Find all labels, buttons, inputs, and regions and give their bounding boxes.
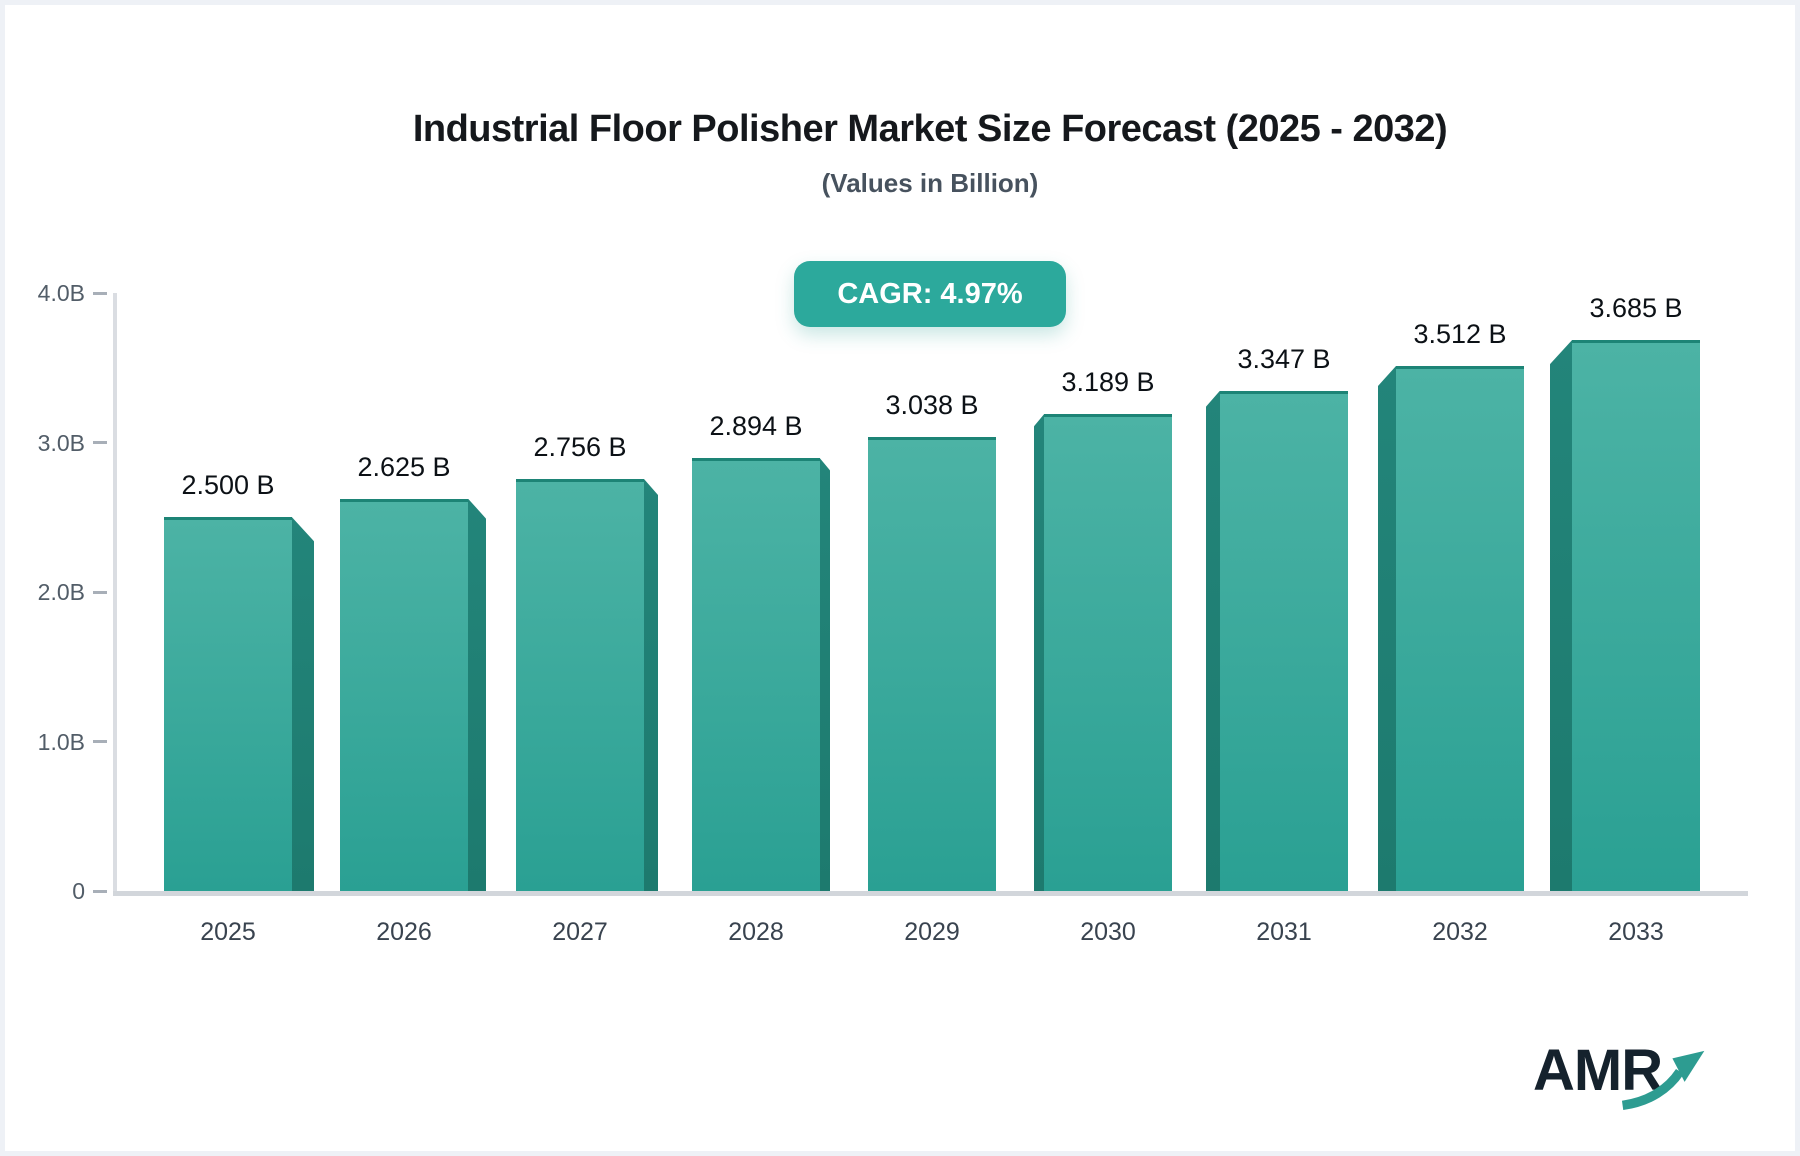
- bar-value-label: 3.685 B: [1589, 293, 1683, 324]
- bar-2025: [164, 517, 314, 891]
- bar-side-face: [292, 517, 314, 891]
- growth-arrow-icon: [1621, 1050, 1705, 1111]
- x-category-label: 2029: [904, 918, 960, 946]
- y-tick-label: 0: [72, 878, 85, 904]
- bars-container: 2.500 B 2025 2.625 B 2026 2.756 B 2027 2.894 B…: [140, 293, 1724, 946]
- x-category-label: 2031: [1256, 918, 1312, 946]
- x-category-label: 2026: [376, 918, 432, 946]
- amr-logo: AMR: [1533, 1037, 1723, 1117]
- x-category-label: 2027: [552, 918, 608, 946]
- bar-2028: [692, 458, 830, 891]
- bar-side-face: [1378, 365, 1396, 891]
- bar-value-label: 2.500 B: [181, 470, 275, 501]
- bar-slot-2025: 2.500 B 2025: [140, 293, 316, 946]
- bar-slot-2031: 3.347 B 2031: [1196, 293, 1372, 946]
- y-tick-label: 2.0B: [37, 579, 85, 605]
- bar-slot-2026: 2.625 B 2026: [316, 293, 492, 946]
- bar-side-face: [1550, 340, 1572, 891]
- bar-value-label: 3.347 B: [1237, 343, 1331, 374]
- bar-value-label: 2.625 B: [357, 451, 451, 482]
- bar-side-face: [468, 498, 486, 891]
- bar-front-face: [1220, 390, 1348, 891]
- bar-slot-2029: 3.038 B 2029: [844, 293, 1020, 946]
- chart-subtitle: (Values in Billion): [821, 168, 1039, 198]
- bar-2031: [1206, 390, 1348, 891]
- x-category-label: 2025: [200, 918, 256, 946]
- x-category-label: 2030: [1080, 918, 1136, 946]
- bar-2033: [1550, 340, 1700, 891]
- bar-side-face: [644, 478, 658, 891]
- y-tick-dash: [93, 590, 107, 594]
- bar-side-face: [1034, 414, 1044, 891]
- bar-value-label: 2.894 B: [709, 411, 803, 442]
- x-category-label: 2028: [728, 918, 784, 946]
- y-tick-dash: [93, 291, 107, 295]
- bar-front-face: [1396, 365, 1524, 891]
- x-category-label: 2032: [1432, 918, 1488, 946]
- bar-2029: [868, 436, 996, 891]
- bar-front-face: [1044, 414, 1172, 891]
- y-tick-dash: [93, 740, 107, 743]
- bar-slot-2032: 3.512 B 2032: [1372, 293, 1548, 946]
- cagr-badge-label: CAGR: 4.97%: [837, 277, 1023, 310]
- bar-slot-2033: 3.685 B 2033: [1548, 293, 1724, 946]
- bar-2032: [1378, 365, 1524, 891]
- bar-slot-2030: 3.189 B 2030: [1020, 293, 1196, 946]
- bar-value-label: 3.189 B: [1061, 367, 1155, 398]
- y-tick-label: 1.0B: [37, 728, 85, 755]
- bar-slot-2028: 2.894 B 2028: [668, 293, 844, 946]
- bar-front-face: [1572, 340, 1700, 891]
- cagr-badge: CAGR: 4.97%: [794, 261, 1066, 327]
- y-axis-line: [113, 293, 117, 891]
- bar-value-label: 3.038 B: [885, 389, 979, 420]
- bar-2026: [340, 498, 486, 891]
- bar-front-face: [692, 458, 820, 891]
- bar-value-label: 2.756 B: [533, 431, 627, 462]
- bar-2027: [516, 478, 658, 891]
- bar-front-face: [516, 478, 644, 891]
- plot-area: 4.0B 3.0B 2.0B 1.0B 0 2.500 B 2025 2.625 B 2026…: [38, 280, 1748, 946]
- bar-front-face: [164, 517, 292, 891]
- x-axis-line: [113, 891, 1748, 896]
- x-category-label: 2033: [1608, 918, 1664, 946]
- y-tick-label: 3.0B: [37, 429, 85, 456]
- amr-logo-text: AMR: [1533, 1038, 1663, 1103]
- bar-value-label: 3.512 B: [1413, 318, 1507, 349]
- bar-slot-2027: 2.756 B 2027: [492, 293, 668, 946]
- chart-title: Industrial Floor Polisher Market Size Fo…: [412, 108, 1448, 150]
- bar-side-face: [1206, 390, 1220, 891]
- bar-side-face: [820, 458, 830, 891]
- bar-front-face: [340, 498, 468, 891]
- bar-front-face: [868, 436, 996, 891]
- chart-card: Industrial Floor Polisher Market Size Fo…: [5, 5, 1795, 1151]
- y-tick-dash: [93, 889, 107, 893]
- bar-2030: [1034, 414, 1172, 891]
- y-tick-label: 4.0B: [37, 280, 85, 306]
- y-tick-dash: [93, 441, 107, 444]
